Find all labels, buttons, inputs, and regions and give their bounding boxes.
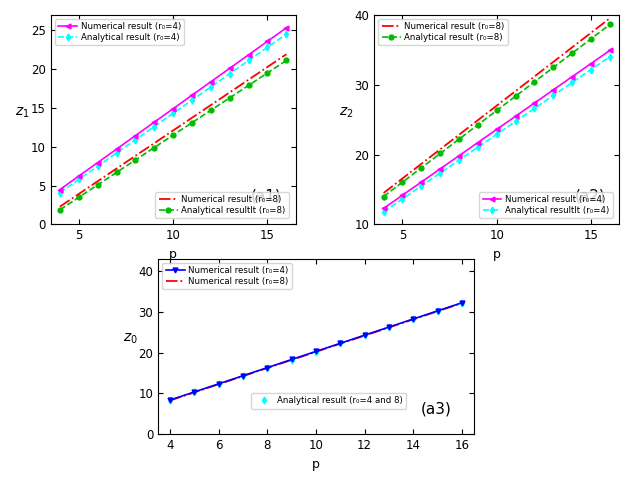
X-axis label: p: p xyxy=(169,248,177,261)
Legend: Numerical result (r₀=4), Analytical resultlt (r₀=4): Numerical result (r₀=4), Analytical resu… xyxy=(479,192,612,218)
Y-axis label: $z_2$: $z_2$ xyxy=(339,105,353,120)
Text: (a1): (a1) xyxy=(251,188,282,203)
Legend: Analytical result (r₀=4 and 8): Analytical result (r₀=4 and 8) xyxy=(252,393,406,409)
Legend: Numerical result (r₀=8), Analytical resultlt (r₀=8): Numerical result (r₀=8), Analytical resu… xyxy=(155,192,289,218)
Text: (a2): (a2) xyxy=(574,188,605,203)
X-axis label: p: p xyxy=(312,458,320,471)
X-axis label: p: p xyxy=(493,248,501,261)
Text: (a3): (a3) xyxy=(421,402,451,417)
Y-axis label: $z_0$: $z_0$ xyxy=(123,332,137,346)
Y-axis label: $z_1$: $z_1$ xyxy=(15,105,30,120)
